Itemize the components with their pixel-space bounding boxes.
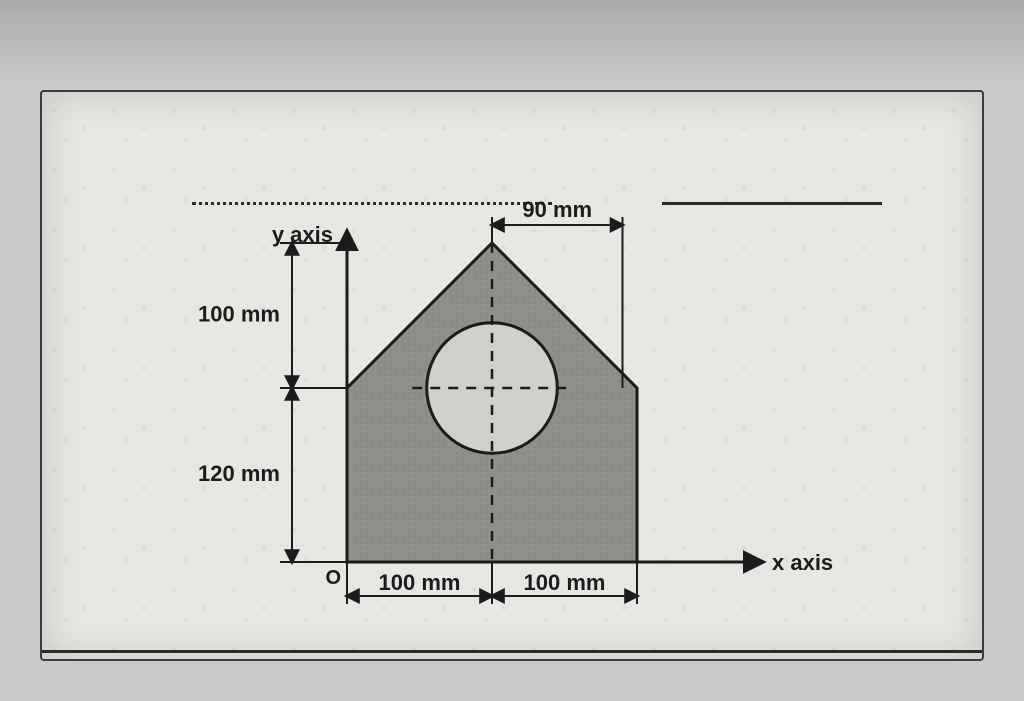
dim-left-120mm: 120 mm — [198, 388, 347, 562]
centroid-diagram: 90 mm 100 mm 120 mm — [42, 92, 986, 652]
paper-sheet: 90 mm 100 mm 120 mm — [40, 90, 984, 661]
label-90mm: 90 mm — [522, 197, 592, 222]
label-120mm: 120 mm — [198, 461, 280, 486]
label-100mm: 100 mm — [198, 302, 280, 327]
x-axis-label: x axis — [772, 550, 833, 575]
dim-left-100mm: 100 mm — [198, 243, 347, 388]
dim-bottom-widths: 100 mm 100 mm — [347, 562, 637, 604]
photo-shadow — [0, 0, 1024, 88]
page: 90 mm 100 mm 120 mm — [0, 0, 1024, 701]
origin-label: O — [325, 567, 341, 589]
label-bottom-right: 100 mm — [524, 570, 606, 595]
y-axis-label: y axis — [272, 222, 333, 247]
label-bottom-left: 100 mm — [379, 570, 461, 595]
